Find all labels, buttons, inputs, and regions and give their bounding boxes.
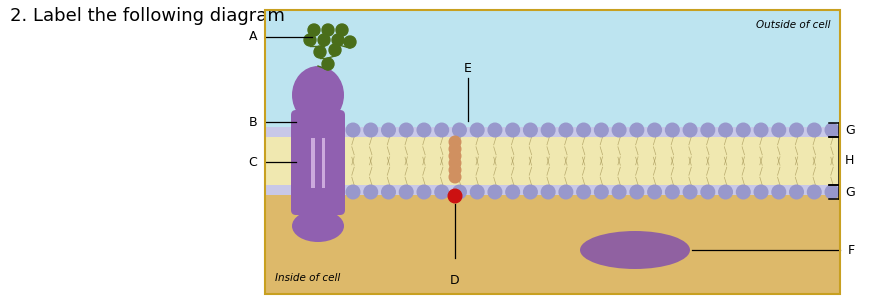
Circle shape xyxy=(559,185,573,199)
Circle shape xyxy=(449,171,461,183)
Circle shape xyxy=(772,185,786,199)
Circle shape xyxy=(452,123,466,137)
FancyBboxPatch shape xyxy=(291,110,345,215)
Text: C: C xyxy=(248,155,257,169)
Circle shape xyxy=(523,185,537,199)
Circle shape xyxy=(718,123,732,137)
Circle shape xyxy=(595,123,608,137)
Circle shape xyxy=(318,34,330,46)
Circle shape xyxy=(449,150,461,162)
Circle shape xyxy=(417,185,430,199)
Circle shape xyxy=(825,123,839,137)
Bar xyxy=(311,138,314,188)
Circle shape xyxy=(452,185,466,199)
Circle shape xyxy=(542,185,555,199)
Text: D: D xyxy=(451,274,460,287)
Circle shape xyxy=(683,185,696,199)
Circle shape xyxy=(435,185,449,199)
Circle shape xyxy=(382,185,396,199)
Circle shape xyxy=(595,185,608,199)
Circle shape xyxy=(772,123,786,137)
Circle shape xyxy=(577,185,591,199)
Circle shape xyxy=(577,123,591,137)
Circle shape xyxy=(630,185,644,199)
Circle shape xyxy=(612,185,626,199)
Circle shape xyxy=(364,123,377,137)
Bar xyxy=(265,137,840,185)
Circle shape xyxy=(399,123,413,137)
Circle shape xyxy=(471,185,484,199)
Circle shape xyxy=(701,185,715,199)
Circle shape xyxy=(332,34,344,46)
Circle shape xyxy=(737,123,750,137)
Ellipse shape xyxy=(292,210,344,242)
Circle shape xyxy=(449,157,461,169)
Circle shape xyxy=(666,123,679,137)
Circle shape xyxy=(435,123,449,137)
Circle shape xyxy=(648,185,662,199)
Circle shape xyxy=(346,185,360,199)
Circle shape xyxy=(488,123,501,137)
Text: F: F xyxy=(848,244,855,256)
Circle shape xyxy=(344,36,356,48)
Circle shape xyxy=(314,46,326,58)
Circle shape xyxy=(630,123,644,137)
Text: E: E xyxy=(464,62,472,75)
Text: H: H xyxy=(845,154,854,167)
Circle shape xyxy=(754,185,768,199)
Circle shape xyxy=(322,24,334,36)
Bar xyxy=(265,127,840,195)
Text: G: G xyxy=(845,124,855,136)
Ellipse shape xyxy=(292,66,344,124)
Circle shape xyxy=(308,24,320,36)
Circle shape xyxy=(718,185,732,199)
Circle shape xyxy=(382,123,396,137)
Circle shape xyxy=(399,185,413,199)
Circle shape xyxy=(322,58,334,70)
Circle shape xyxy=(417,123,430,137)
Bar xyxy=(265,10,840,134)
Circle shape xyxy=(825,185,839,199)
Circle shape xyxy=(808,185,821,199)
Circle shape xyxy=(790,185,803,199)
Bar xyxy=(265,195,840,294)
Circle shape xyxy=(808,123,821,137)
Circle shape xyxy=(648,123,662,137)
Bar xyxy=(265,10,840,294)
Circle shape xyxy=(612,123,626,137)
Circle shape xyxy=(506,185,520,199)
Circle shape xyxy=(523,123,537,137)
Circle shape xyxy=(346,123,360,137)
Circle shape xyxy=(336,24,348,36)
Text: 2. Label the following diagram: 2. Label the following diagram xyxy=(10,7,285,25)
Circle shape xyxy=(471,123,484,137)
Text: B: B xyxy=(248,116,257,128)
Circle shape xyxy=(364,185,377,199)
Circle shape xyxy=(559,123,573,137)
Text: G: G xyxy=(845,185,855,199)
Circle shape xyxy=(329,44,341,56)
Circle shape xyxy=(666,185,679,199)
Circle shape xyxy=(701,123,715,137)
FancyBboxPatch shape xyxy=(304,89,332,128)
Circle shape xyxy=(449,136,461,148)
Circle shape xyxy=(449,164,461,176)
Circle shape xyxy=(542,123,555,137)
Circle shape xyxy=(754,123,768,137)
Circle shape xyxy=(449,143,461,155)
Text: Outside of cell: Outside of cell xyxy=(755,20,830,30)
Ellipse shape xyxy=(580,231,690,269)
Bar xyxy=(321,138,325,188)
Circle shape xyxy=(304,34,316,46)
Circle shape xyxy=(448,189,462,203)
Text: Inside of cell: Inside of cell xyxy=(275,273,340,283)
Circle shape xyxy=(790,123,803,137)
Circle shape xyxy=(488,185,501,199)
Circle shape xyxy=(683,123,696,137)
Circle shape xyxy=(737,185,750,199)
Text: A: A xyxy=(248,31,257,44)
Circle shape xyxy=(506,123,520,137)
